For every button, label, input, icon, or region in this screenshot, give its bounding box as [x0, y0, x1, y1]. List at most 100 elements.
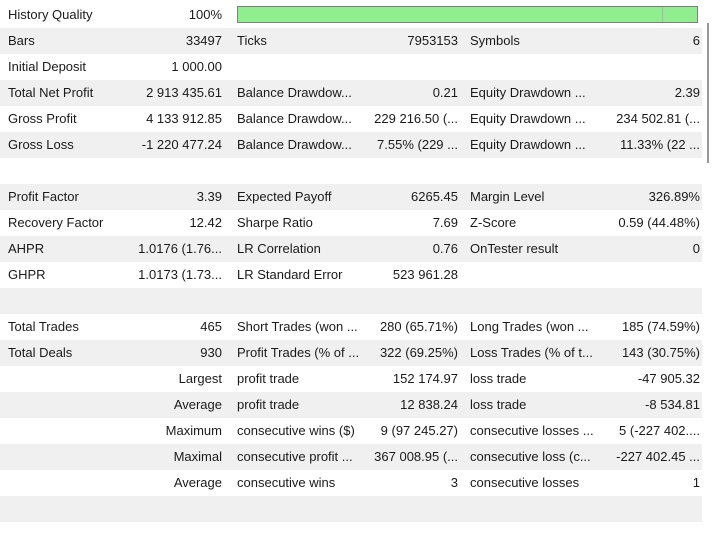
metric-value: Maximum	[165, 423, 222, 438]
metric-value: 5 (-227 402....	[619, 423, 700, 438]
metric-label: Symbols	[470, 33, 520, 48]
metric-label: Margin Level	[470, 189, 545, 204]
metric-label: consecutive loss (c...	[470, 449, 591, 464]
table-row[interactable]: Maximal consecutive profit ... 367 008.95 …	[0, 444, 702, 470]
metric-label: Z-Score	[470, 215, 517, 230]
metric-label: Expected Payoff	[237, 189, 332, 204]
table-row[interactable]: Profit Factor 3.39 Expected Payoff 6265.45 M…	[0, 184, 702, 210]
metric-value: 143 (30.75%)	[621, 345, 700, 360]
metric-value: 7.69	[432, 215, 458, 230]
history-quality-progress-bar	[237, 6, 698, 23]
metric-value: 33497	[185, 33, 222, 48]
metric-value: 11.33% (22 ...	[620, 137, 700, 152]
table-row[interactable]: Average consecutive wins 3 consecutive loss…	[0, 470, 702, 496]
metric-value: 465	[200, 319, 222, 334]
metric-value: 523 961.28	[392, 267, 458, 282]
metric-label: Total Trades	[8, 319, 79, 334]
metric-label: Total Deals	[8, 345, 73, 360]
metric-label: loss trade	[470, 371, 527, 386]
metric-value: 6265.45	[411, 189, 458, 204]
metric-label: consecutive wins	[237, 475, 336, 490]
table-row[interactable]: AHPR 1.0176 (1.76... LR Correlation 0.76 OnT…	[0, 236, 702, 262]
metric-value: 322 (69.25%)	[379, 345, 458, 360]
metric-value: 1.0176 (1.76...	[138, 241, 222, 256]
vertical-scrollbar-thumb[interactable]	[707, 23, 709, 163]
metric-label: Balance Drawdow...	[237, 85, 352, 100]
metric-label: Equity Drawdown ...	[470, 85, 586, 100]
metric-value: 234 502.81 (...	[616, 111, 700, 126]
table-row[interactable]: Total Deals 930 Profit Trades (% of ... 322…	[0, 340, 702, 366]
metric-label: Profit Trades (% of ...	[237, 345, 360, 360]
metric-label: AHPR	[8, 241, 45, 256]
metric-label: loss trade	[470, 397, 527, 412]
metric-value: 280 (65.71%)	[379, 319, 458, 334]
table-row[interactable]: Maximum consecutive wins ($) 9 (97 245.27)…	[0, 418, 702, 444]
metric-value: Largest	[178, 371, 222, 386]
metric-label: Balance Drawdow...	[237, 137, 352, 152]
metric-label: consecutive wins ($)	[237, 423, 355, 438]
metric-value: 930	[200, 345, 222, 360]
metric-label: profit trade	[237, 371, 300, 386]
table-row[interactable]: Initial Deposit 1 000.00	[0, 54, 702, 80]
metric-value: 1	[692, 475, 700, 490]
table-row[interactable]: GHPR 1.0173 (1.73... LR Standard Error 523 …	[0, 262, 702, 288]
metric-label: consecutive losses ...	[470, 423, 594, 438]
separator-row	[0, 496, 702, 522]
metric-value: 7953153	[407, 33, 458, 48]
metric-value: 2.39	[674, 85, 700, 100]
report-rows: History Quality 100% Bars 33497 Ticks 7953153…	[0, 2, 702, 522]
metric-label: Equity Drawdown ...	[470, 137, 586, 152]
metric-value: 229 216.50 (...	[374, 111, 458, 126]
metric-value: 152 174.97	[392, 371, 458, 386]
metric-label: consecutive profit ...	[237, 449, 353, 464]
metric-value: 326.89%	[648, 189, 700, 204]
metric-value: 2 913 435.61	[146, 85, 222, 100]
metric-value: 185 (74.59%)	[621, 319, 700, 334]
metric-label: Initial Deposit	[8, 59, 87, 74]
table-row[interactable]: Largest profit trade 152 174.97 loss trade -…	[0, 366, 702, 392]
metric-label: LR Correlation	[237, 241, 321, 256]
metric-value: 0.76	[432, 241, 458, 256]
metric-value: 367 008.95 (...	[374, 449, 458, 464]
metric-label: Balance Drawdow...	[237, 111, 352, 126]
metric-label: Recovery Factor	[8, 215, 104, 230]
table-row[interactable]: History Quality 100%	[0, 2, 702, 28]
metric-value: 12.42	[189, 215, 222, 230]
metric-label: Gross Profit	[8, 111, 77, 126]
metric-value: 3	[450, 475, 458, 490]
metric-label: profit trade	[237, 397, 300, 412]
metric-value: 9 (97 245.27)	[380, 423, 458, 438]
metric-value: 0	[692, 241, 700, 256]
metric-label: Loss Trades (% of t...	[470, 345, 593, 360]
metric-value: 0.21	[432, 85, 458, 100]
metric-label: History Quality	[8, 7, 93, 22]
metric-value: 3.39	[196, 189, 222, 204]
metric-label: Long Trades (won ...	[470, 319, 589, 334]
metric-value: Average	[173, 397, 222, 412]
metric-label: LR Standard Error	[237, 267, 343, 282]
metric-label: OnTester result	[470, 241, 559, 256]
table-row[interactable]: Total Net Profit 2 913 435.61 Balance Draw…	[0, 80, 702, 106]
table-row[interactable]: Bars 33497 Ticks 7953153 Symbols 6	[0, 28, 702, 54]
metric-value: -1 220 477.24	[141, 137, 222, 152]
metric-label: Equity Drawdown ...	[470, 111, 586, 126]
table-row[interactable]: Average profit trade 12 838.24 loss trade -8…	[0, 392, 702, 418]
metric-label: Ticks	[237, 33, 267, 48]
metric-value: 12 838.24	[400, 397, 458, 412]
table-row[interactable]: Gross Loss -1 220 477.24 Balance Drawdow..…	[0, 132, 702, 158]
metric-label: Gross Loss	[8, 137, 74, 152]
metric-value: 6	[692, 33, 700, 48]
table-row[interactable]: Gross Profit 4 133 912.85 Balance Drawdow.…	[0, 106, 702, 132]
metric-value: 100%	[188, 7, 222, 22]
metric-label: Total Net Profit	[8, 85, 94, 100]
metric-value: Maximal	[173, 449, 222, 464]
metric-label: GHPR	[8, 267, 46, 282]
metric-value: 0.59 (44.48%)	[618, 215, 700, 230]
metric-value: -227 402.45 ...	[616, 449, 700, 464]
metric-label: Sharpe Ratio	[237, 215, 313, 230]
table-row[interactable]: Recovery Factor 12.42 Sharpe Ratio 7.69 Z-Sc…	[0, 210, 702, 236]
table-row[interactable]: Total Trades 465 Short Trades (won ... 280 …	[0, 314, 702, 340]
metric-label: Bars	[8, 33, 35, 48]
metric-value: Average	[173, 475, 222, 490]
